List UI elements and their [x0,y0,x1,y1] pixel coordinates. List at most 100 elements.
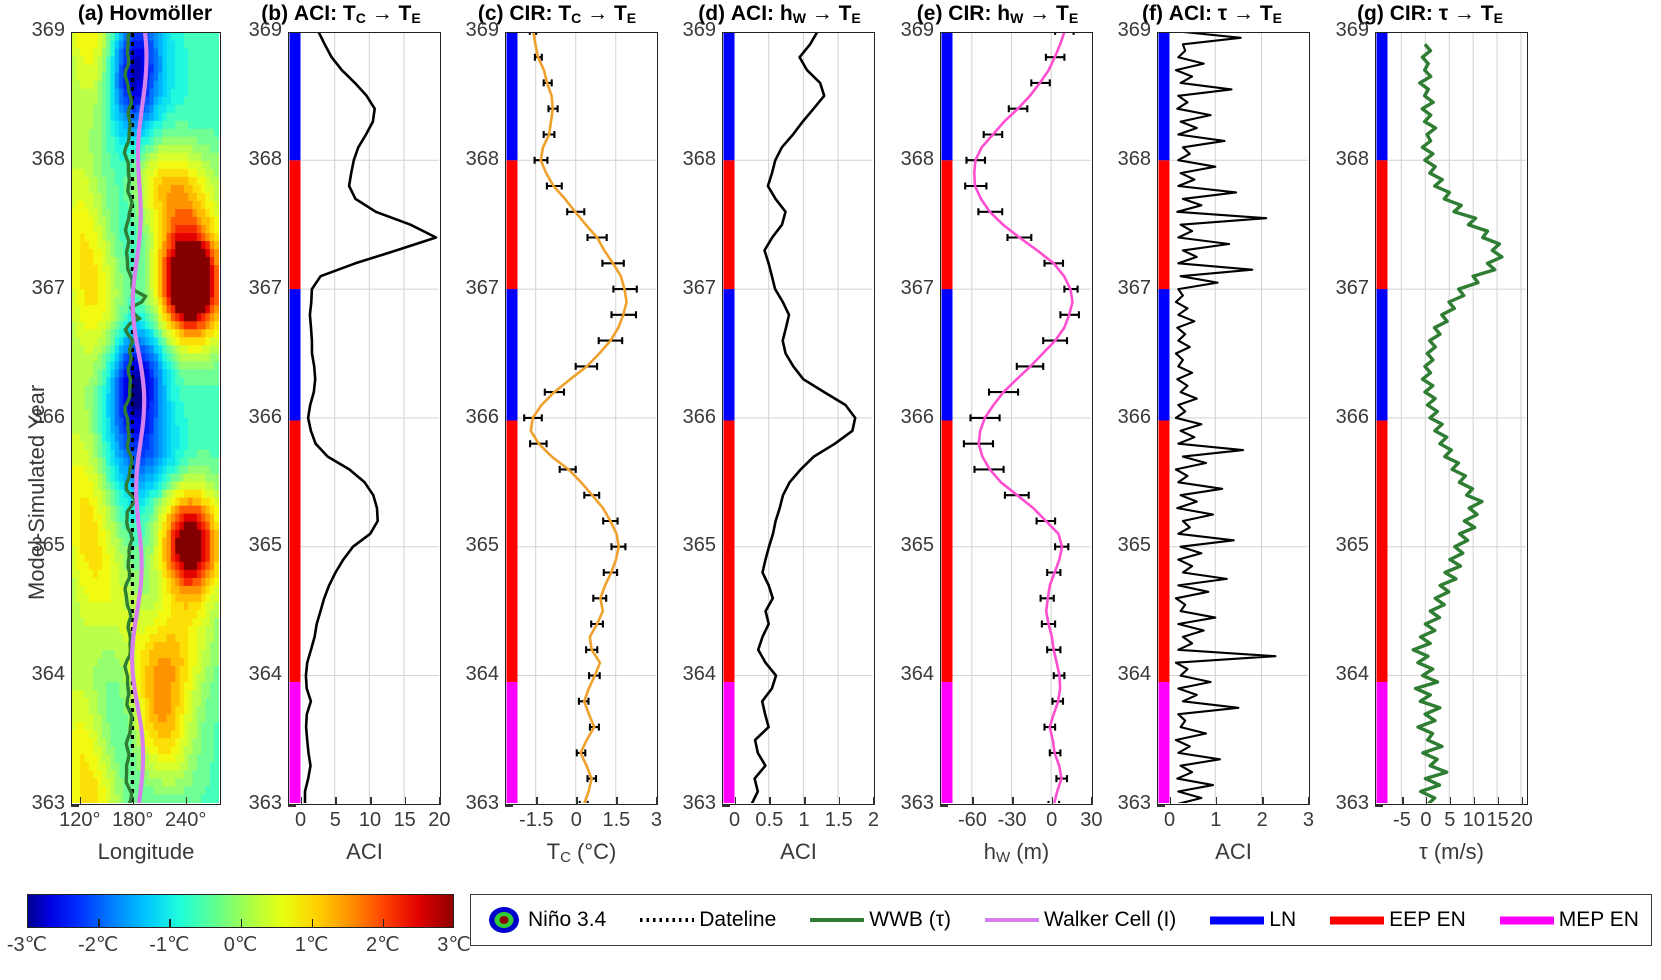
x-tick-label-b-1: 5 [329,809,341,831]
x-tick-label-f-1: 1 [1210,809,1222,831]
panel-c [505,32,658,805]
legend-item-wwb[interactable]: WWB (τ) [809,908,951,932]
y-tick-label-a-366: 366 [31,405,65,428]
x-tick-mark-c [536,797,538,805]
x-tick-mark-f [1262,797,1264,805]
y-tick-label-g-369: 369 [1335,19,1369,41]
y-tick-mark [940,805,948,807]
dateline-marker-icon [639,914,695,926]
legend-label: WWB (τ) [869,908,952,931]
colorbar-label-5: 2℃ [366,934,400,956]
panel-title-g: (g) CIR: τ → TE [1357,2,1503,26]
y-tick-mark [71,805,79,807]
x-tick-mark-e [1012,797,1014,805]
y-tick-label-e-366: 366 [900,405,934,428]
y-tick-label-a-367: 367 [31,276,65,299]
colorbar-tick [169,919,171,928]
legend-label: Niño 3.4 [528,908,607,931]
y-tick-label-c-364: 364 [465,663,499,686]
colorbar-label-2: -1℃ [149,934,190,956]
x-tick-label-b-3: 15 [393,809,416,831]
y-tick-label-a-364: 364 [31,663,65,686]
legend-item-ni-o-3-4[interactable]: Niño 3.4 [483,905,606,935]
y-tick-label-e-364: 364 [900,663,934,686]
y-tick-label-d-366: 366 [682,405,716,428]
y-tick-label-e-368: 368 [900,147,934,170]
panel-title-d: (d) ACI: hW → TE [698,2,861,26]
x-tick-label-c-1: 0 [570,809,582,831]
legend-item-walker-cell-i[interactable]: Walker Cell (I) [984,908,1176,932]
legend-label: Walker Cell (I) [1044,908,1177,931]
x-tick-label-e-1: -30 [997,809,1027,831]
panel-title-b: (b) ACI: TC → TE [261,2,421,26]
x-tick-label-g-1: 0 [1420,809,1432,831]
y-tick-label-e-363: 363 [900,792,934,814]
y-tick-label-c-369: 369 [465,19,499,41]
legend-item-mep-en[interactable]: MEP EN [1499,908,1639,932]
x-tick-label-g-4: 15 [1486,809,1509,831]
x-tick-mark-c [616,797,618,805]
y-tick-label-d-368: 368 [682,147,716,170]
x-tick-label-a-0: 120° [59,809,101,831]
x-axis-title-a: Longitude [97,839,195,864]
legend-item-eep-en[interactable]: EEP EN [1329,908,1466,932]
x-tick-label-b-0: 0 [295,809,307,831]
y-tick-label-d-365: 365 [682,534,716,557]
colorbar-label-1: -2℃ [78,934,119,956]
x-tick-mark-d [838,797,841,805]
legend-box: Niño 3.4 Dateline WWB (τ) Walker Cell (I) LN… [470,894,1652,946]
x-tick-mark-a [185,797,188,805]
x-tick-label-c-0: -1.5 [519,809,554,831]
y-tick-label-g-365: 365 [1335,534,1369,557]
y-tick-label-f-364: 364 [1117,663,1151,686]
y-tick-label-c-365: 365 [465,534,499,557]
x-tick-label-g-5: 20 [1510,809,1533,831]
y-tick-label-g-366: 366 [1335,405,1369,428]
x-tick-mark-a [132,797,135,805]
y-tick-label-g-363: 363 [1335,792,1369,814]
x-tick-label-d-3: 1.5 [824,809,853,831]
panel-d [722,32,875,805]
x-tick-mark-g [1473,797,1476,805]
x-tick-mark-e [1051,797,1054,805]
y-tick-label-b-369: 369 [248,19,282,41]
x-tick-mark-b [439,797,441,805]
y-tick-label-b-364: 364 [248,663,282,686]
legend-item-ln[interactable]: LN [1209,908,1296,932]
panel-a [71,32,221,805]
x-tick-label-e-3: 30 [1080,809,1103,831]
legend-label: Dateline [699,908,777,931]
colorbar-label-3: 0℃ [223,934,258,956]
event-marker-icon [1209,913,1265,927]
x-axis-title-e: hW (m) [983,839,1050,866]
x-tick-label-e-2: 0 [1046,809,1058,831]
x-tick-label-g-3: 10 [1462,809,1485,831]
y-tick-mark [722,805,730,807]
y-tick-label-f-369: 369 [1117,19,1151,41]
y-tick-label-g-364: 364 [1335,663,1369,686]
y-tick-label-c-368: 368 [465,147,499,170]
event-marker-icon [1499,913,1555,927]
y-tick-label-d-363: 363 [682,792,716,814]
y-tick-mark [1375,805,1383,807]
x-tick-label-d-0: 0 [729,809,741,831]
line-marker-icon [984,915,1040,925]
y-tick-label-b-368: 368 [248,147,282,170]
x-tick-label-b-2: 10 [358,809,382,831]
legend-item-dateline[interactable]: Dateline [639,908,776,932]
x-tick-label-f-0: 0 [1164,809,1176,831]
y-tick-mark [505,805,513,807]
y-tick-label-c-367: 367 [465,276,499,299]
colorbar-tick [98,919,100,928]
y-tick-mark [1157,805,1165,807]
legend-label: MEP EN [1558,908,1639,931]
x-tick-mark-c [576,797,578,805]
x-tick-mark-b [300,797,303,805]
y-tick-label-b-365: 365 [248,534,282,557]
panel-e [940,32,1093,805]
y-tick-label-b-366: 366 [248,405,282,428]
y-tick-label-e-365: 365 [900,534,934,557]
x-tick-mark-g [1497,797,1500,805]
y-tick-label-f-366: 366 [1117,405,1151,428]
